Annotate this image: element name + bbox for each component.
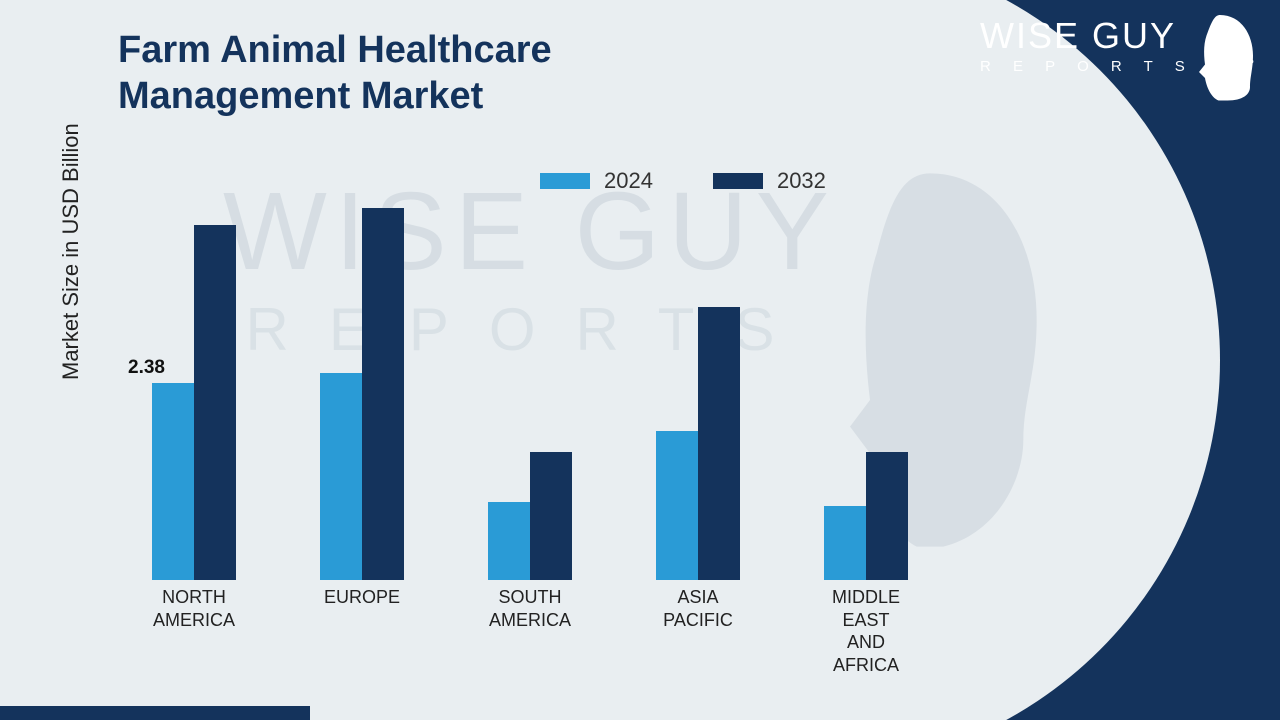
- bar: [362, 208, 404, 580]
- chart-canvas: WISE GUY REPORTS Farm Animal Healthcare …: [0, 0, 1280, 720]
- bar-group: 2.38: [134, 225, 254, 580]
- x-axis-label: ASIAPACIFIC: [638, 586, 758, 676]
- y-axis-label: Market Size in USD Billion: [58, 123, 84, 380]
- bottom-accent-bar: [0, 706, 310, 720]
- bar-group: [302, 208, 422, 580]
- bar-group: [638, 307, 758, 580]
- legend: 2024 2032: [540, 168, 826, 194]
- bar: [152, 383, 194, 580]
- bar: [488, 502, 530, 580]
- legend-swatch-2024: [540, 173, 590, 189]
- x-axis-labels: NORTHAMERICA EUROPE SOUTHAMERICA ASIAPACIFI…: [110, 586, 950, 676]
- bar-value-label: 2.38: [128, 357, 165, 379]
- x-axis-label: MIDDLEEASTANDAFRICA: [806, 586, 926, 676]
- chart-plot-area: 2.38: [110, 200, 950, 580]
- legend-label-2032: 2032: [777, 168, 826, 194]
- page-title: Farm Animal Healthcare Management Market: [118, 28, 758, 119]
- bar: [656, 431, 698, 580]
- brand-main: WISE GUY: [980, 15, 1176, 56]
- bar: [824, 506, 866, 580]
- legend-item-2024: 2024: [540, 168, 653, 194]
- legend-swatch-2032: [713, 173, 763, 189]
- bar-groups: 2.38: [110, 200, 950, 580]
- x-axis-label: SOUTHAMERICA: [470, 586, 590, 676]
- bar: [698, 307, 740, 580]
- bar: [866, 452, 908, 580]
- brand-logo: WISE GUY R E P O R T S: [980, 18, 1260, 75]
- bar-group: [470, 452, 590, 580]
- x-axis-label: EUROPE: [302, 586, 422, 676]
- bar: [320, 373, 362, 580]
- bar: [530, 452, 572, 580]
- bar-group: [806, 452, 926, 580]
- brand-head-icon: [1180, 12, 1260, 102]
- legend-item-2032: 2032: [713, 168, 826, 194]
- legend-label-2024: 2024: [604, 168, 653, 194]
- x-axis-label: NORTHAMERICA: [134, 586, 254, 676]
- bar: [194, 225, 236, 580]
